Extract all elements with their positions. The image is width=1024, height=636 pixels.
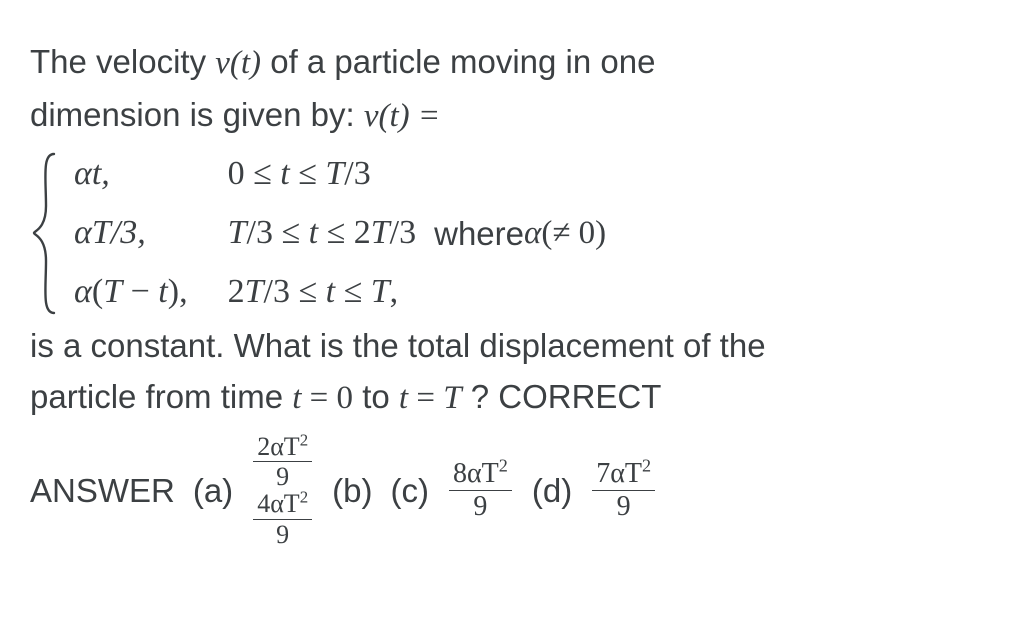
case-cond-2: T/3 ≤ t ≤ 2T/3 [228, 207, 417, 260]
num-text: 4αT [257, 489, 300, 518]
piecewise-cases: αt, 0 ≤ t ≤ T/3 αT/3, T/3 ≤ t ≤ 2T/3 α(T… [60, 148, 416, 318]
question-page: The velocity v(t) of a particle moving i… [0, 0, 1024, 636]
option-d-label: (d) [532, 465, 572, 516]
text-segment: particle from time [30, 378, 292, 415]
case-cond-3: 2T/3 ≤ t ≤ T, [228, 266, 417, 319]
exp: 2 [300, 488, 308, 507]
option-c-value: 8αT2 9 [447, 459, 514, 521]
math-tT: t = T [399, 380, 462, 416]
text-segment: of a particle moving in one [261, 43, 655, 80]
left-brace [30, 148, 60, 318]
where-word: where [434, 208, 524, 259]
option-d-value: 7αT2 9 [590, 459, 657, 521]
num-text: 2αT [257, 432, 300, 461]
case-cond-1: 0 ≤ t ≤ T/3 [228, 148, 417, 201]
text-segment: The velocity [30, 43, 215, 80]
answer-options: ANSWER (a) 2αT2 9 4αT2 9 (b) (c) 8αT2 9 … [30, 433, 994, 548]
text-segment: dimension is given by: [30, 96, 364, 133]
math-v-of-t: v(t) [215, 45, 261, 81]
piecewise-definition: αt, 0 ≤ t ≤ T/3 αT/3, T/3 ≤ t ≤ 2T/3 α(T… [30, 148, 994, 318]
text-segment: to [353, 378, 399, 415]
option-c-label: (c) [391, 465, 429, 516]
where-clause: where α(≠ 0) [416, 148, 606, 318]
question-line-5: particle from time t = 0 to t = T ? CORR… [30, 371, 994, 424]
num-text: 8αT [453, 458, 499, 489]
option-a-bot-frac: 4αT2 9 [251, 490, 314, 548]
text-segment: ? CORRECT [462, 378, 662, 415]
exp: 2 [642, 456, 651, 476]
math-v-of-t-eq: v(t) = [364, 98, 440, 134]
option-a-top-frac: 2αT2 9 [251, 433, 314, 491]
question-line-2: dimension is given by: v(t) = [30, 89, 994, 142]
den-text: 9 [253, 462, 312, 490]
exp: 2 [300, 430, 308, 449]
alpha-ne-zero: α(≠ 0) [524, 208, 606, 259]
option-b-label: (b) [332, 465, 372, 516]
answer-label: ANSWER [30, 465, 175, 516]
option-a-value: 2αT2 9 4αT2 9 [251, 433, 314, 548]
option-a-label: (a) [193, 465, 233, 516]
question-line-4: is a constant. What is the total displac… [30, 320, 994, 371]
num-text: 7αT [596, 458, 642, 489]
den-text: 9 [449, 491, 512, 521]
den-text: 9 [253, 520, 312, 548]
case-expr-2: αT/3, [74, 207, 188, 260]
math-t0: t = 0 [292, 380, 353, 416]
question-line-1: The velocity v(t) of a particle moving i… [30, 36, 994, 89]
den-text: 9 [592, 491, 655, 521]
exp: 2 [499, 456, 508, 476]
case-expr-1: αt, [74, 148, 188, 201]
case-expr-3: α(T − t), [74, 266, 188, 319]
